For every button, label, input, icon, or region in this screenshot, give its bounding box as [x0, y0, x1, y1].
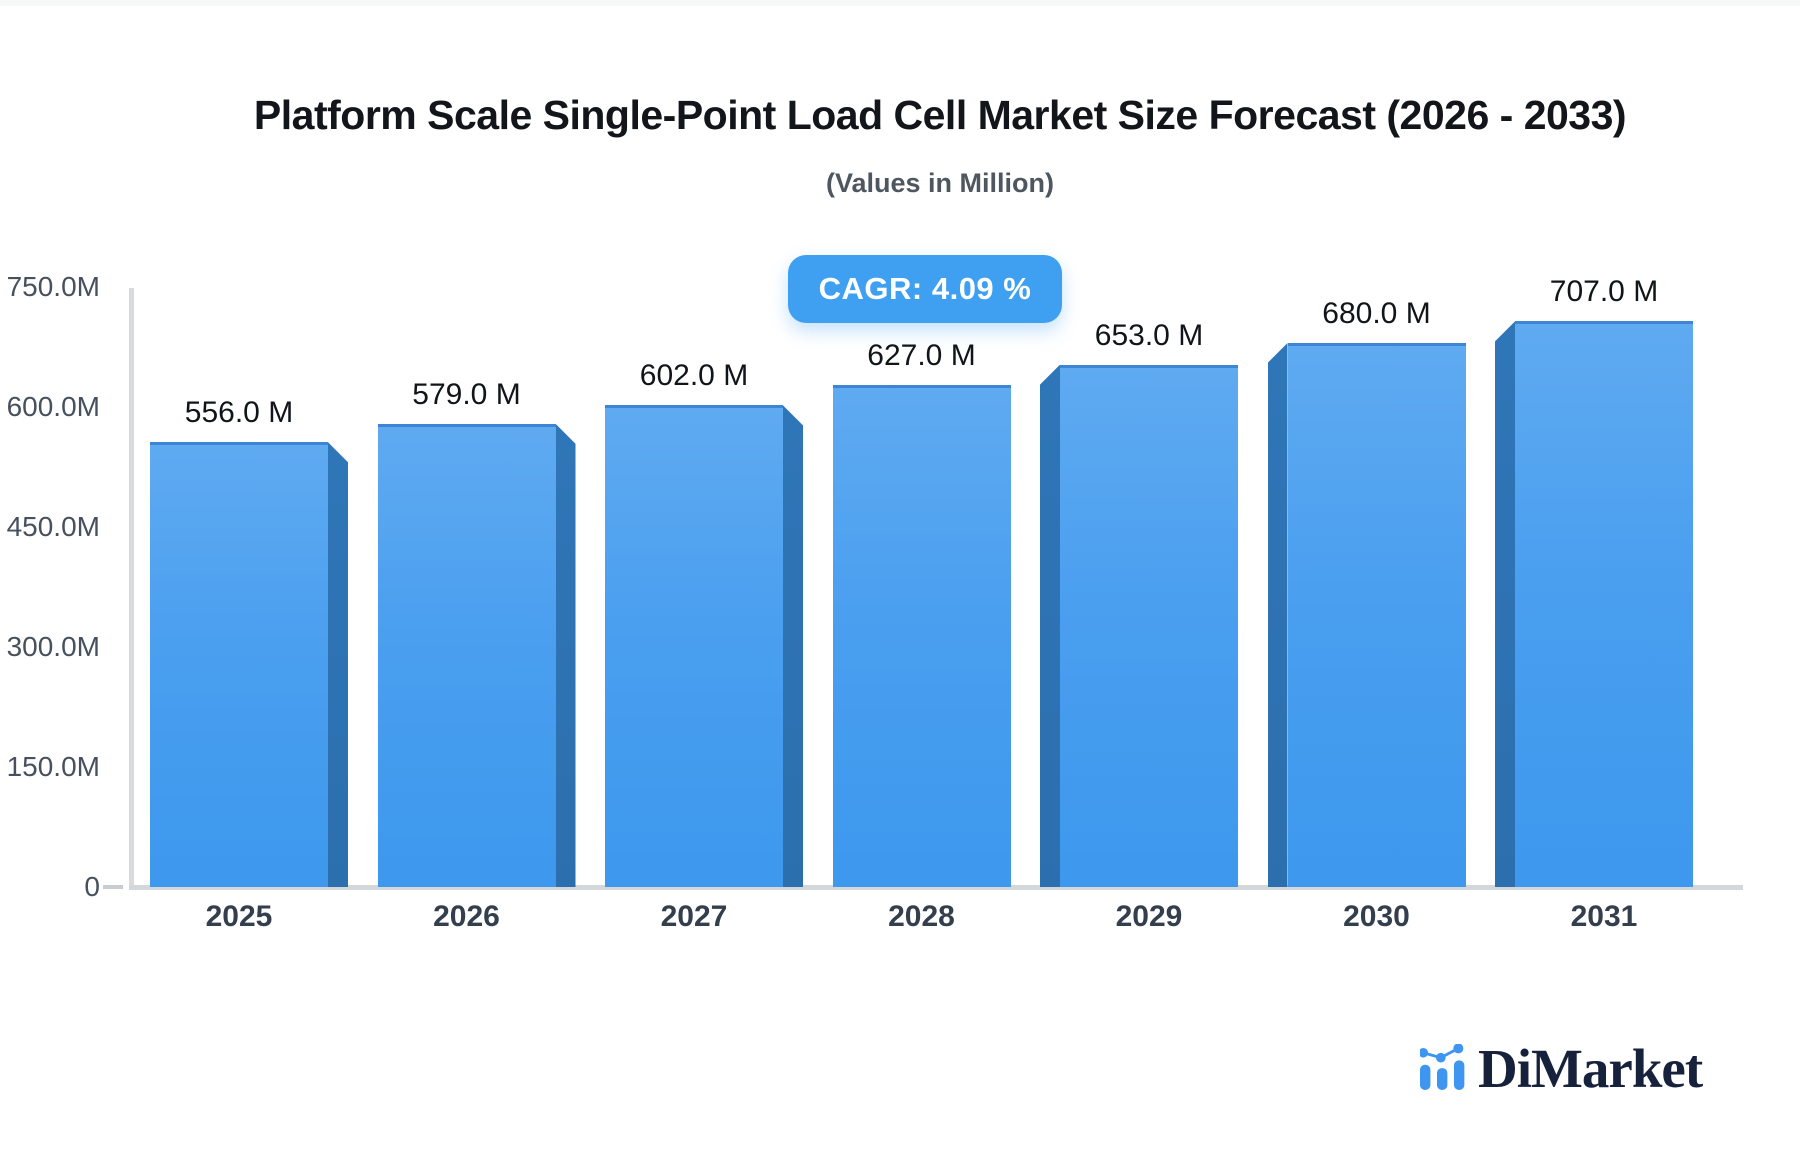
bar-value-label-2028: 627.0 M — [867, 339, 976, 373]
brand-logo: DiMarket — [1420, 1038, 1703, 1099]
y-tick-label-600.0M: 600.0M — [6, 391, 100, 422]
x-tick-label-2025: 2025 — [205, 900, 273, 933]
bar-value-label-2026: 579.0 M — [412, 377, 521, 411]
bar-2027 — [605, 405, 783, 887]
x-tick-label-2026: 2026 — [433, 900, 500, 933]
bar-2031 — [1515, 321, 1693, 887]
y-tick-label-450.0M: 450.0M — [6, 511, 100, 542]
chart-subtitle: (Values in Million) — [825, 168, 1055, 198]
y-axis-line — [129, 288, 134, 888]
bar-value-label-2030: 680.0 M — [1322, 297, 1431, 330]
x-tick-label-2027: 2027 — [660, 900, 728, 933]
bar-value-label-2029: 653.0 M — [1094, 318, 1204, 352]
bar-2025 — [150, 442, 328, 887]
bar-value-label-2027: 602.0 M — [639, 359, 749, 393]
bar-side-2029 — [1040, 364, 1060, 887]
y-tick-label-750.0M: 750.0M — [6, 271, 100, 302]
bar-side-2026 — [555, 423, 576, 887]
bar-value-label-2031: 707.0 M — [1549, 275, 1659, 309]
y-tick-label-0: 0 — [84, 871, 100, 902]
bar-side-2030 — [1267, 343, 1288, 887]
x-tick-label-2030: 2030 — [1343, 900, 1410, 933]
bar-2026 — [377, 423, 556, 887]
bar-2029 — [1060, 364, 1238, 887]
bar-value-label-2025: 556.0 M — [184, 396, 294, 430]
top-strip — [0, 0, 1800, 6]
y-tick-label-300.0M: 300.0M — [6, 631, 100, 662]
bar-2030 — [1287, 343, 1466, 887]
zero-tick-mark — [103, 885, 123, 889]
bar-2028 — [832, 385, 1011, 887]
bar-side-2031 — [1495, 321, 1515, 887]
brand-name: DiMarket — [1478, 1038, 1703, 1099]
y-tick-label-150.0M: 150.0M — [6, 751, 100, 782]
chart-title: Platform Scale Single-Point Load Cell Ma… — [253, 92, 1627, 138]
cagr-badge: CAGR: 4.09 % — [788, 255, 1062, 323]
x-axis-line — [129, 885, 1743, 890]
x-tick-label-2031: 2031 — [1570, 900, 1638, 933]
bar-side-2025 — [328, 442, 348, 887]
bar-side-2027 — [783, 405, 803, 887]
x-tick-label-2028: 2028 — [888, 900, 955, 933]
mini-bar-line-chart-icon — [1420, 1044, 1465, 1090]
x-tick-label-2029: 2029 — [1115, 900, 1183, 933]
